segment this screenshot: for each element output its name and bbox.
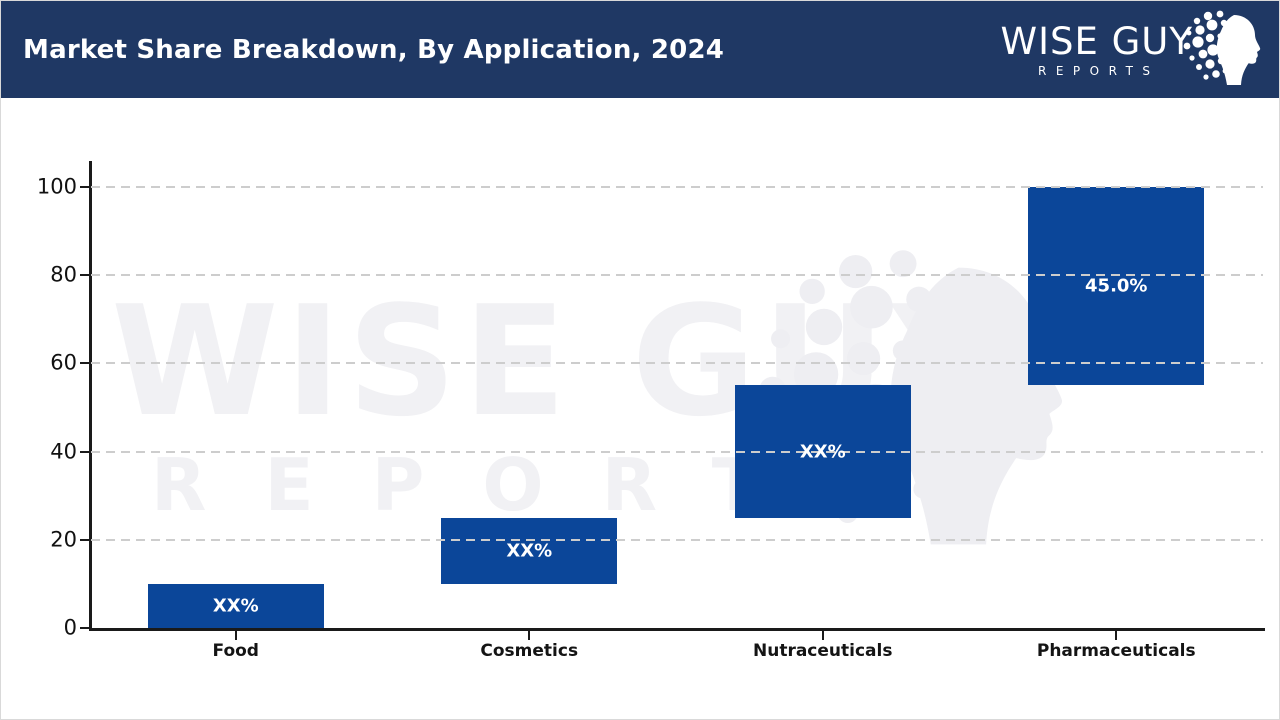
y-tick-label: 60: [50, 350, 77, 375]
y-tick: [80, 538, 90, 541]
x-tick-label: Cosmetics: [480, 641, 579, 661]
x-tick-label: Nutraceuticals: [753, 641, 893, 661]
y-tick: [80, 274, 90, 277]
bar-food: [147, 583, 324, 628]
x-tick-label: Food: [212, 641, 259, 661]
y-tick: [80, 627, 90, 629]
y-tick: [80, 362, 90, 365]
dotted-head-icon: [1183, 10, 1261, 85]
y-tick-label: 0: [63, 615, 77, 640]
y-tick-label: 40: [50, 439, 77, 464]
bar-cosmetics: [441, 517, 618, 584]
x-axis-spine: [89, 628, 1265, 631]
gridline: [91, 450, 1263, 453]
logo-text: WISE GUY REPORTS: [1001, 23, 1193, 78]
y-tick: [80, 450, 90, 453]
gridline: [91, 274, 1263, 277]
x-tick: [234, 631, 237, 640]
x-tick: [1115, 631, 1118, 640]
logo-wordmark: WISE GUY: [1000, 19, 1193, 63]
y-tick: [80, 186, 90, 188]
y-tick-label: 80: [50, 262, 77, 287]
y-tick-label: 100: [36, 174, 77, 199]
bar-value-label: XX%: [799, 441, 846, 463]
bar-value-label: XX%: [212, 595, 259, 617]
x-tick-label: Pharmaceuticals: [1036, 641, 1196, 661]
bar-value-label: 45.0%: [1085, 275, 1148, 297]
logo-subtitle: REPORTS: [1038, 63, 1160, 78]
wise-guy-reports-logo: WISE GUY REPORTS: [1001, 9, 1265, 91]
gridline: [91, 186, 1263, 188]
gridline: [91, 362, 1263, 365]
header-bar: Market Share Breakdown, By Application, …: [1, 1, 1279, 98]
y-tick-label: 20: [50, 527, 77, 552]
chart-title: Market Share Breakdown, By Application, …: [23, 34, 725, 65]
y-axis-spine: [89, 161, 92, 630]
bar-value-label: XX%: [506, 540, 553, 562]
gridline: [91, 538, 1263, 541]
x-tick: [528, 631, 531, 640]
x-tick: [821, 631, 824, 640]
